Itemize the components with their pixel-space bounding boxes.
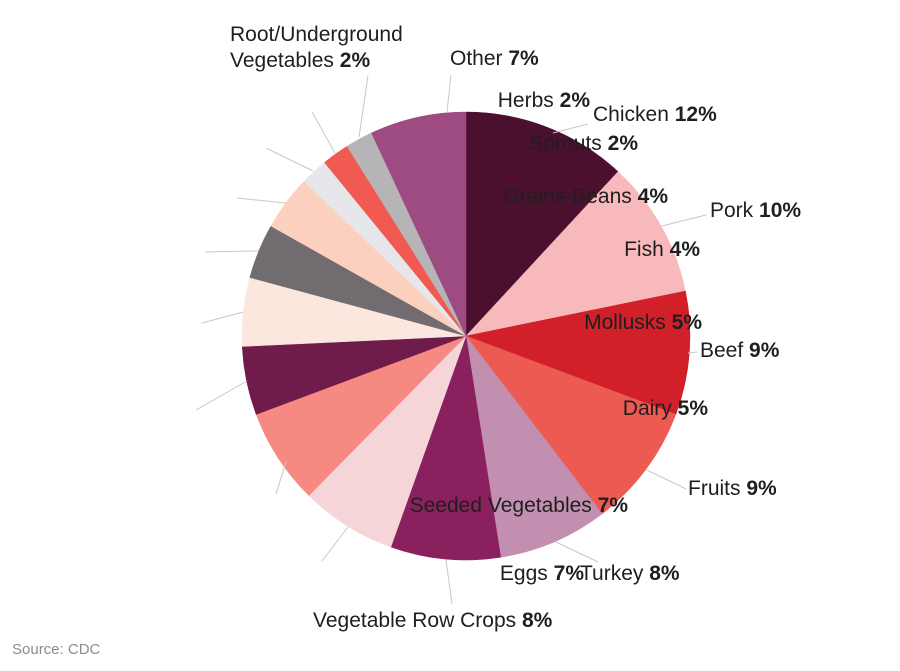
slice-percent: 7% xyxy=(508,47,539,70)
slice-percent: 2% xyxy=(339,48,371,72)
slice-percent: 7% xyxy=(553,562,584,585)
slice-percent: 7% xyxy=(597,494,628,517)
leader-line-grains-beans xyxy=(236,197,287,204)
slice-label-mollusks: Mollusks 5% xyxy=(584,310,702,336)
slice-name: Herbs xyxy=(497,89,554,112)
slice-label-grains-beans: Grains-Beans 4% xyxy=(503,184,668,210)
slice-percent: 12% xyxy=(674,103,717,126)
leader-line-mollusks xyxy=(201,311,244,324)
leader-line-turkey xyxy=(555,541,599,563)
slice-name: Other xyxy=(450,47,503,70)
leader-line-dairy xyxy=(195,380,248,411)
slice-name: Dairy xyxy=(622,397,672,420)
slice-label-chicken: Chicken 12% xyxy=(593,102,717,128)
slice-name: Grains-Beans xyxy=(503,185,632,208)
pie-slice-chicken[interactable] xyxy=(465,111,619,337)
leader-line-other xyxy=(446,74,452,113)
slice-label-sprouts: Sprouts 2% xyxy=(529,131,638,157)
pie-slice-turkey[interactable] xyxy=(465,335,603,558)
pie-slice-other[interactable] xyxy=(371,111,467,337)
pie-slice-beef[interactable] xyxy=(465,290,691,415)
slice-percent: 9% xyxy=(749,339,780,362)
slice-name: Seeded Vegetables xyxy=(409,494,592,517)
slice-name: Beef xyxy=(700,339,744,362)
leader-line-fish xyxy=(204,250,259,253)
slice-name: Fish xyxy=(624,238,664,261)
slice-label-other: Other 7% xyxy=(450,46,539,72)
slice-label-pork: Pork 10% xyxy=(710,198,801,224)
slice-label-seeded-vegetables: Seeded Vegetables 7% xyxy=(410,493,628,519)
slice-label-herbs: Herbs 2% xyxy=(498,88,590,114)
slice-label-dairy: Dairy 5% xyxy=(623,396,708,422)
pie-slice-pork[interactable] xyxy=(465,171,686,337)
slice-label-beef: Beef 9% xyxy=(700,338,779,364)
pie-slice-vegetable-row-crops[interactable] xyxy=(390,335,501,561)
slice-percent: 10% xyxy=(759,199,802,222)
leader-line-pork xyxy=(661,214,707,227)
slice-percent: 4% xyxy=(669,238,700,261)
slice-percent: 4% xyxy=(637,185,668,208)
slice-label-turkey: Turkey 8% xyxy=(580,561,680,587)
slice-percent: 8% xyxy=(649,562,680,585)
slice-name: Pork xyxy=(710,199,754,222)
slice-percent: 5% xyxy=(677,397,708,420)
leader-line-sprouts xyxy=(265,147,314,172)
slice-label-root-underground-vegetables: Root/Underground Vegetables 2% xyxy=(230,22,458,73)
slice-label-vegetable-row-crops: Vegetable Row Crops 8% xyxy=(313,608,552,634)
slice-name: Chicken xyxy=(593,103,669,126)
leader-line-eggs xyxy=(321,526,349,562)
slice-percent: 2% xyxy=(607,132,638,155)
slice-percent: 9% xyxy=(746,477,777,500)
leader-line-seeded-vegetables xyxy=(275,461,287,495)
slice-name: Turkey xyxy=(580,562,644,585)
slice-label-fruits: Fruits 9% xyxy=(688,476,777,502)
leader-line-herbs xyxy=(311,111,336,154)
pie-slice-fruits[interactable] xyxy=(465,335,677,515)
slice-name: Vegetable Row Crops xyxy=(313,609,517,632)
leader-line-root-underground-vegetables xyxy=(358,75,369,138)
slice-name: Fruits xyxy=(688,477,741,500)
slice-name: Root/Underground Vegetables xyxy=(230,23,403,72)
leader-line-beef xyxy=(687,351,698,354)
leader-line-vegetable-row-crops xyxy=(445,559,453,605)
slice-percent: 5% xyxy=(671,311,702,334)
slice-label-fish: Fish 4% xyxy=(624,237,700,263)
source-caption: Source: CDC xyxy=(12,641,101,658)
slice-label-eggs: Eggs 7% xyxy=(500,561,584,587)
slice-name: Eggs xyxy=(499,562,548,585)
slice-name: Mollusks xyxy=(584,311,666,334)
leader-line-chicken xyxy=(552,123,589,134)
slice-percent: 2% xyxy=(559,89,590,112)
leader-line-fruits xyxy=(646,469,687,490)
slice-percent: 8% xyxy=(521,609,553,632)
slice-name: Sprouts xyxy=(529,132,602,155)
